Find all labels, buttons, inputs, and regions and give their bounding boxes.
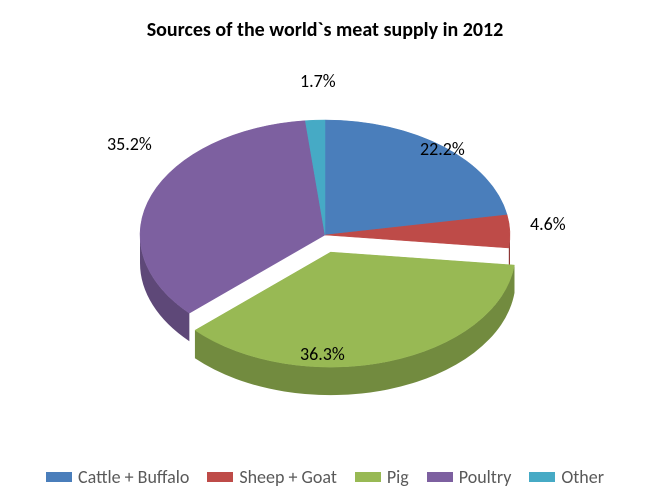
data-label: 35.2%	[107, 133, 152, 155]
legend-item: Cattle + Buffalo	[46, 466, 189, 488]
legend-item: Sheep + Goat	[207, 466, 337, 488]
pie-chart: 22.2% 4.6% 36.3% 35.2% 1.7%	[0, 55, 650, 435]
legend-swatch	[355, 472, 381, 482]
legend-item: Poultry	[427, 466, 512, 488]
legend-item: Other	[529, 466, 604, 488]
data-label: 36.3%	[300, 343, 345, 365]
legend-label: Poultry	[459, 466, 512, 488]
legend-label: Pig	[387, 466, 409, 488]
legend: Cattle + Buffalo Sheep + Goat Pig Poultry Ot…	[0, 466, 650, 488]
legend-label: Cattle + Buffalo	[78, 466, 189, 488]
legend-item: Pig	[355, 466, 409, 488]
data-label: 22.2%	[420, 138, 465, 160]
legend-label: Other	[561, 466, 604, 488]
data-label: 1.7%	[300, 70, 336, 92]
legend-swatch	[529, 472, 555, 482]
legend-swatch	[427, 472, 453, 482]
legend-label: Sheep + Goat	[239, 466, 337, 488]
legend-swatch	[207, 472, 233, 482]
data-label: 4.6%	[530, 213, 566, 235]
legend-swatch	[46, 472, 72, 482]
chart-container: Sources of the world`s meat supply in 20…	[0, 0, 650, 500]
chart-title: Sources of the world`s meat supply in 20…	[0, 18, 650, 42]
